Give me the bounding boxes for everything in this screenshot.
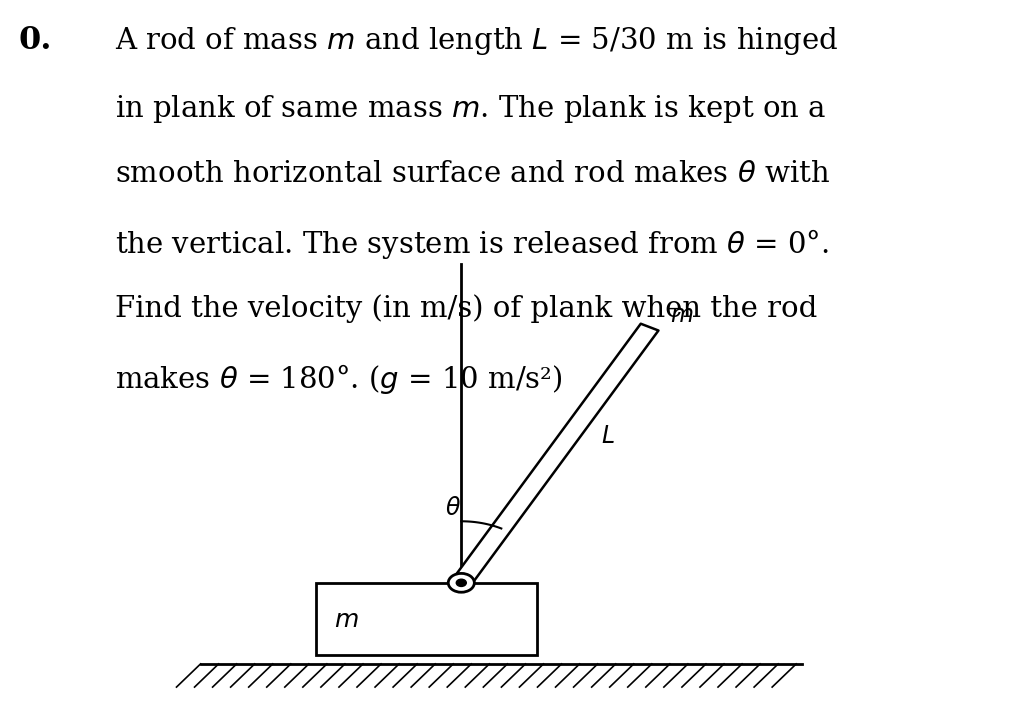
Circle shape (449, 573, 474, 592)
Text: makes $\theta$ = 180°. ($g$ = 10 m/s²): makes $\theta$ = 180°. ($g$ = 10 m/s²) (116, 362, 563, 396)
Text: smooth horizontal surface and rod makes $\theta$ with: smooth horizontal surface and rod makes … (116, 160, 830, 188)
Text: 0.: 0. (18, 25, 51, 56)
Bar (315, 583, 537, 655)
Text: $m$: $m$ (334, 609, 358, 632)
Text: Find the velocity (in m/s) of plank when the rod: Find the velocity (in m/s) of plank when… (116, 295, 817, 324)
Polygon shape (453, 324, 658, 586)
Text: $m$: $m$ (671, 304, 694, 327)
Text: the vertical. The system is released from $\theta$ = 0°.: the vertical. The system is released fro… (116, 227, 829, 261)
Text: $\theta$: $\theta$ (445, 497, 462, 521)
Text: A rod of mass $m$ and length $L$ = 5/30 m is hinged: A rod of mass $m$ and length $L$ = 5/30 … (116, 25, 839, 57)
Text: $L$: $L$ (601, 425, 615, 448)
Text: in plank of same mass $m$. The plank is kept on a: in plank of same mass $m$. The plank is … (116, 93, 826, 125)
Circle shape (457, 579, 466, 586)
